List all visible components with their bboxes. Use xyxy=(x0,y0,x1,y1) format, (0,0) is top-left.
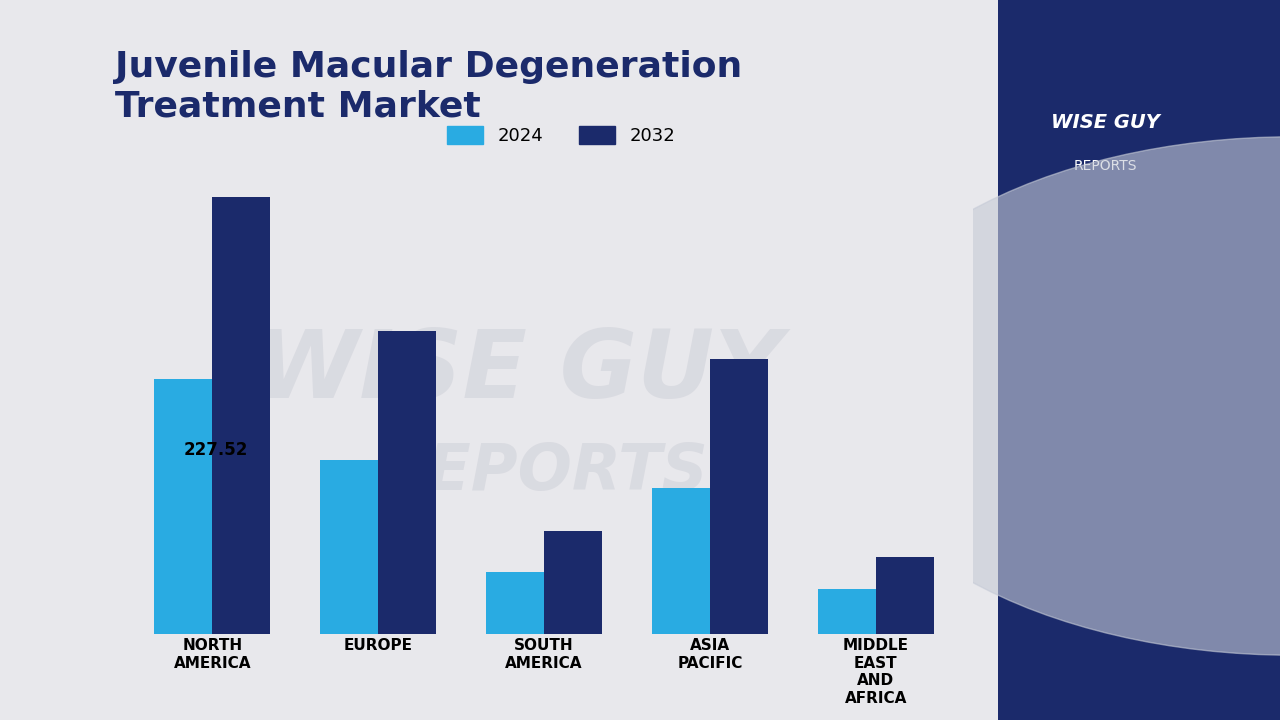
Bar xyxy=(212,197,270,634)
Text: WISE GUY: WISE GUY xyxy=(255,325,782,418)
Bar xyxy=(652,488,710,634)
Text: Juvenile Macular Degeneration
Treatment Market: Juvenile Macular Degeneration Treatment … xyxy=(115,50,742,124)
Text: REPORTS: REPORTS xyxy=(379,441,709,503)
Bar xyxy=(818,589,876,634)
Bar xyxy=(544,531,602,634)
Bar xyxy=(486,572,544,634)
Bar xyxy=(378,331,436,634)
Legend: 2024, 2032: 2024, 2032 xyxy=(439,119,682,152)
Bar xyxy=(876,557,934,634)
Bar xyxy=(320,460,378,634)
Bar xyxy=(710,359,768,634)
Bar xyxy=(154,379,212,634)
Text: WISE GUY: WISE GUY xyxy=(1051,113,1160,132)
Text: REPORTS: REPORTS xyxy=(1074,158,1137,173)
Text: 227.52: 227.52 xyxy=(183,441,247,459)
